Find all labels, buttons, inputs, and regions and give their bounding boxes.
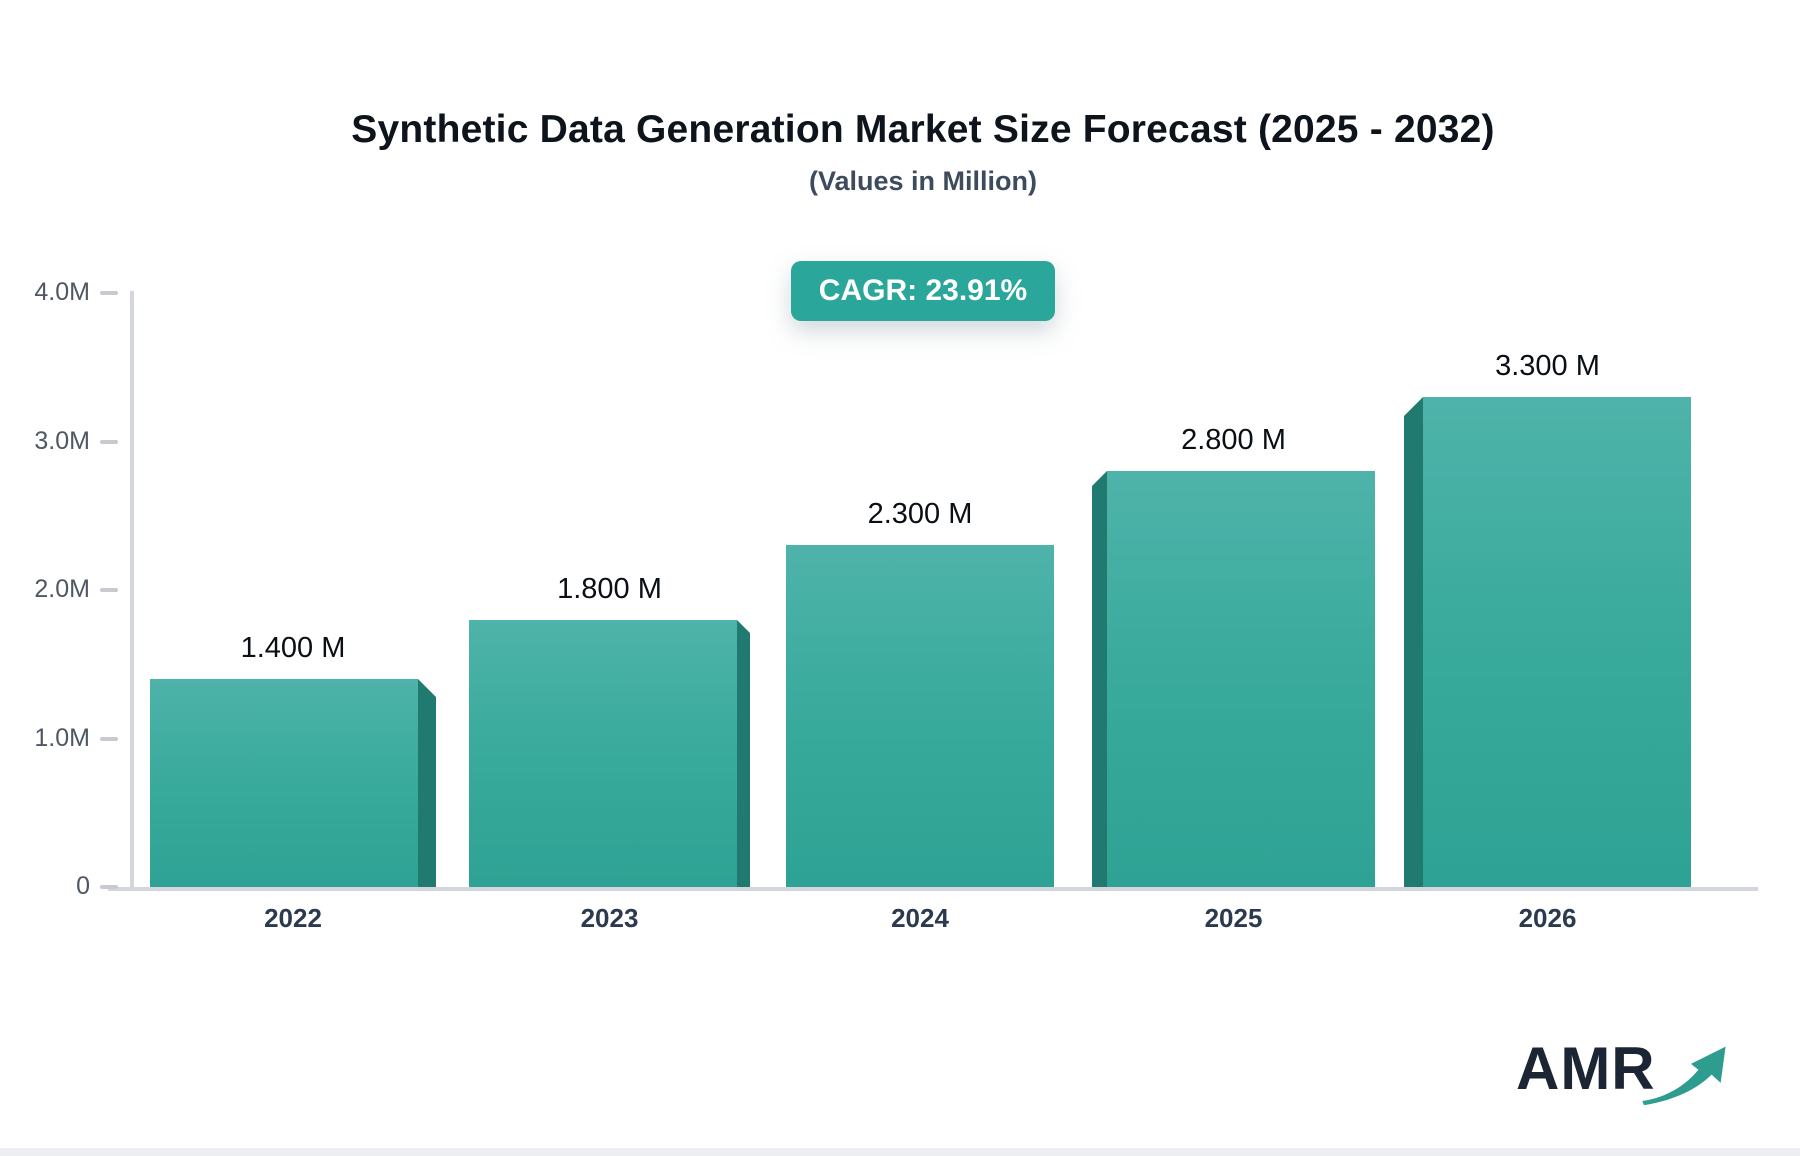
amr-logo-text: AMR — [1516, 1035, 1656, 1102]
bar-face — [150, 679, 418, 887]
x-axis-year-label: 2024 — [891, 903, 949, 933]
cagr-badge: CAGR: 23.91% — [790, 261, 1056, 321]
growth-arrow-icon — [1641, 1046, 1726, 1106]
bar-value-label: 2.300 M — [867, 498, 973, 530]
bar-3d-side — [418, 679, 436, 887]
chart-header: Synthetic Data Generation Market Size Fo… — [46, 0, 1800, 321]
x-axis-year-label: 2022 — [264, 903, 322, 933]
y-axis-tick-label: 1.0M — [34, 723, 90, 752]
bar-group: 1.400 M — [150, 632, 436, 887]
bottom-edge-line — [0, 1148, 1800, 1156]
x-axis-line — [108, 887, 1758, 891]
bar-value-label: 1.800 M — [557, 573, 662, 605]
y-axis-tick-mark — [100, 291, 118, 295]
y-axis-tick-mark — [100, 885, 118, 889]
bar-group: 3.300 M — [1404, 350, 1691, 887]
y-axis-tick-label: 4.0M — [34, 278, 90, 306]
bar-3d-side — [1092, 471, 1107, 887]
bar-face — [1423, 397, 1691, 887]
bar-group: 1.800 M — [469, 573, 750, 887]
bar-group: 2.800 M — [1092, 424, 1375, 887]
x-axis-year-label: 2026 — [1518, 903, 1577, 933]
y-axis-tick-mark — [100, 736, 118, 741]
bar-face — [469, 620, 737, 887]
y-axis-tick-mark — [100, 439, 118, 444]
bar-face — [786, 545, 1054, 887]
bar-value-label: 1.400 M — [240, 632, 346, 664]
chart-title: Synthetic Data Generation Market Size Fo… — [351, 108, 1495, 151]
bar-value-label: 2.800 M — [1181, 424, 1286, 456]
bar-value-label: 3.300 M — [1495, 350, 1600, 382]
y-axis-tick-label: 0 — [76, 872, 90, 900]
bar-face — [1107, 471, 1375, 887]
chart-subtitle: (Values in Million) — [808, 166, 1038, 196]
y-axis-tick-label: 2.0M — [34, 575, 90, 603]
x-axis-year-label: 2023 — [580, 903, 639, 933]
y-axis-tick-label: 3.0M — [34, 426, 90, 455]
y-axis-tick-mark — [100, 588, 118, 592]
y-axis-line — [130, 291, 134, 887]
x-axis-year-label: 2025 — [1204, 903, 1263, 933]
bar-3d-side — [737, 620, 750, 887]
bar-group: 2.300 M — [786, 498, 1054, 887]
amr-logo: AMR — [1516, 1034, 1732, 1106]
bar-3d-side — [1404, 397, 1423, 887]
